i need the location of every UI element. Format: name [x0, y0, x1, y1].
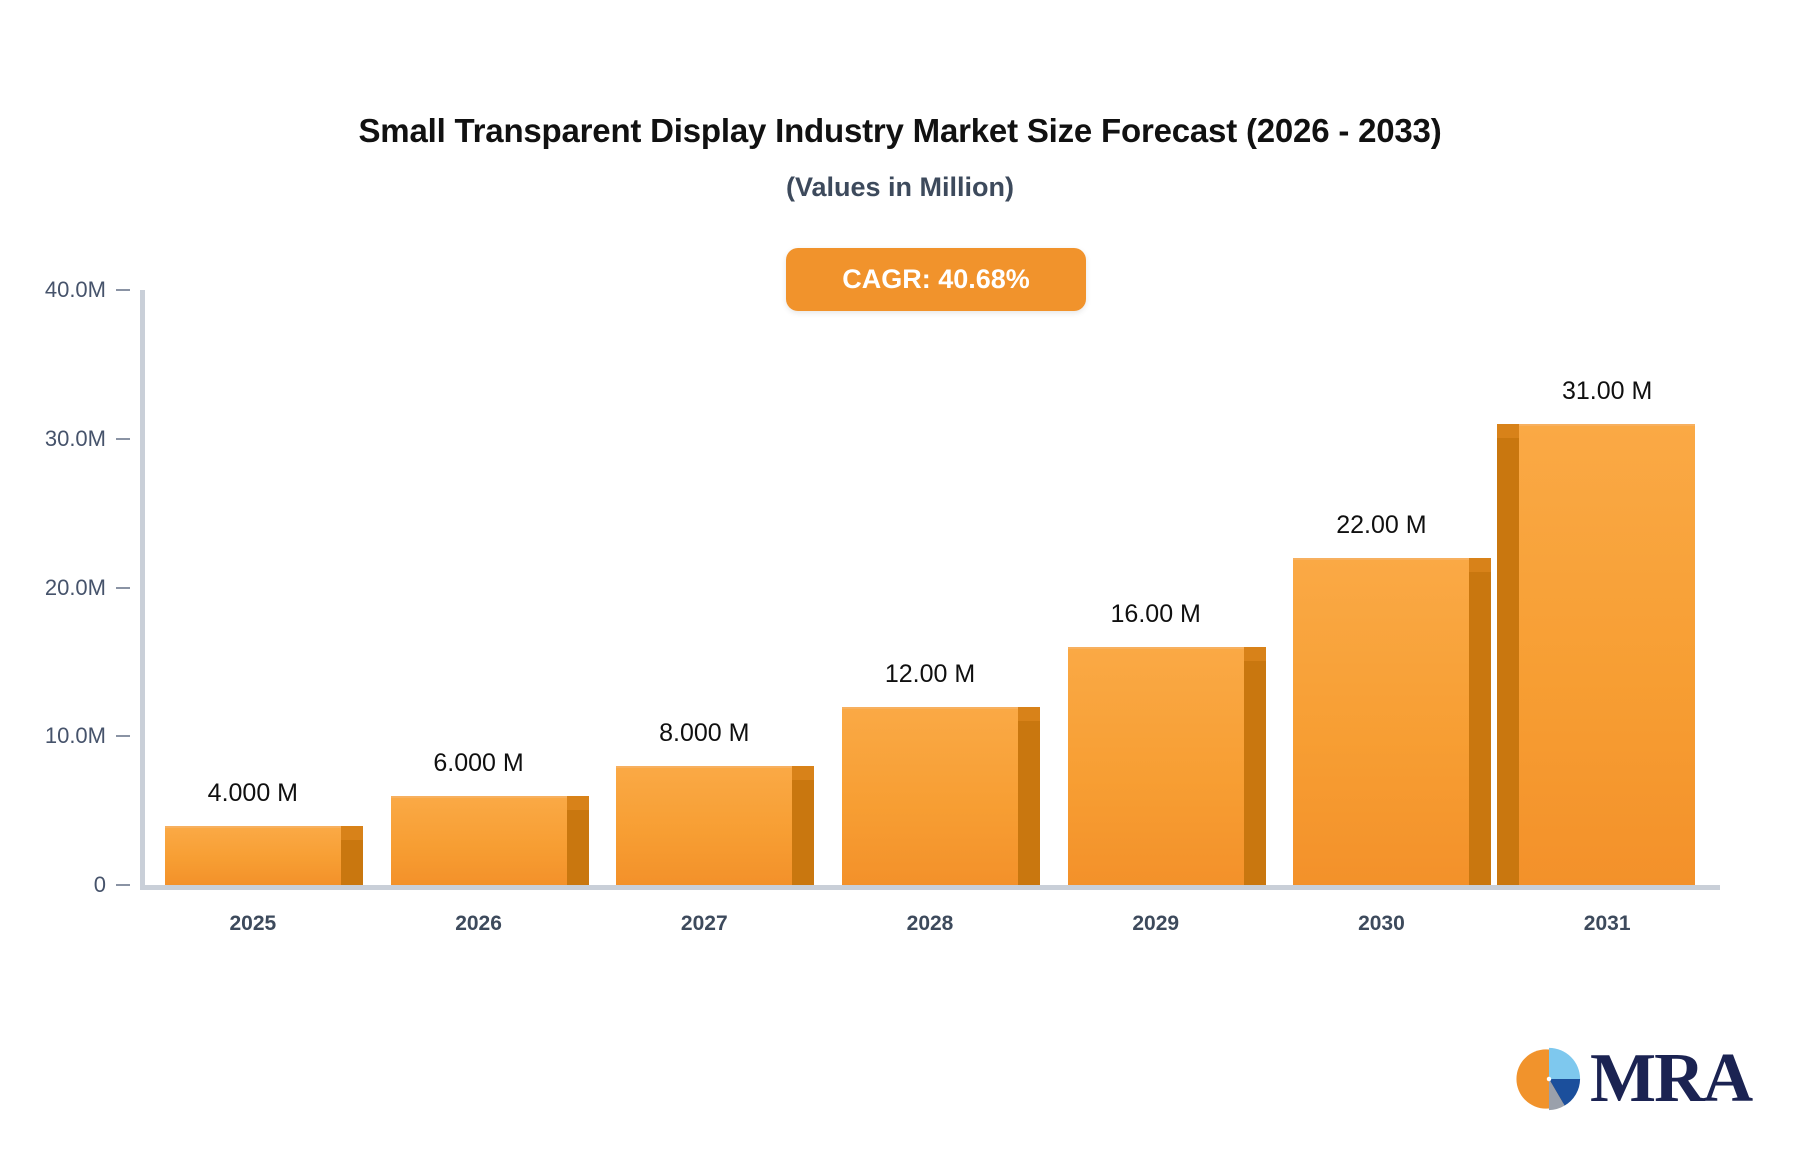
- bar-top-bevel: [340, 825, 363, 840]
- y-axis-line: [140, 290, 145, 890]
- bar-top-bevel: [566, 795, 589, 810]
- bar-value-label: 4.000 M: [207, 778, 299, 807]
- bar-face: [842, 706, 1018, 885]
- y-axis-tick-mark: [116, 437, 130, 440]
- bar-side-panel: [1469, 571, 1492, 885]
- bar-face: [1519, 423, 1696, 885]
- bar-side-panel: [1018, 720, 1040, 885]
- y-axis-tick: 40.0M: [0, 277, 130, 302]
- bar-top-bevel: [1497, 423, 1520, 438]
- x-axis-tick-label: 2030: [1358, 912, 1405, 935]
- bar: 22.00 M: [1293, 511, 1492, 885]
- y-axis-tick-label: 0: [93, 872, 106, 897]
- bar: 12.00 M: [842, 660, 1040, 885]
- y-axis-tick: 30.0M: [0, 425, 130, 451]
- cagr-badge-label: CAGR: 40.68%: [842, 264, 1030, 294]
- page-subtitle: (Values in Million): [785, 172, 1015, 202]
- pie-chart-icon: [1516, 1047, 1581, 1111]
- bar-value-label: 16.00 M: [1110, 600, 1201, 628]
- x-axis-line: [140, 885, 1720, 890]
- bar-top-bevel: [1469, 557, 1492, 572]
- page-title: Small Transparent Display Industry Marke…: [358, 112, 1442, 149]
- bar-side-panel: [1497, 437, 1520, 885]
- logo-text: MRA: [1590, 1040, 1753, 1117]
- bar-top-bevel: [1243, 647, 1266, 661]
- bar-side-panel: [1243, 661, 1266, 885]
- x-axis-tick-label: 2029: [1132, 912, 1180, 935]
- y-axis-tick-mark: [116, 586, 130, 589]
- bar-face: [1293, 557, 1470, 885]
- bar-face: [390, 795, 567, 885]
- bar-side-panel: [566, 809, 589, 885]
- y-axis-tick-label: 10.0M: [44, 723, 106, 749]
- bar-side-panel: [340, 839, 363, 885]
- y-axis-tick: 10.0M: [0, 723, 130, 749]
- y-axis-tick: 0: [0, 872, 130, 897]
- x-axis-tick-label: 2031: [1583, 912, 1631, 935]
- bar-face: [164, 825, 341, 885]
- bar: 8.000 M: [616, 719, 815, 885]
- x-axis-tick-label: 2027: [680, 912, 728, 935]
- x-axis-tick-label: 2026: [455, 912, 502, 935]
- y-axis-tick-mark: [116, 884, 130, 886]
- y-axis-tick-label: 40.0M: [44, 277, 106, 302]
- y-axis-tick-label: 20.0M: [44, 574, 106, 600]
- cagr-badge: CAGR: 40.68%: [786, 248, 1086, 311]
- y-axis-tick: 20.0M: [0, 574, 130, 600]
- brand-logo: MRA: [1512, 1040, 1753, 1117]
- bar-face: [616, 766, 793, 885]
- bar-value-label: 6.000 M: [433, 748, 524, 777]
- bar: 4.000 M: [164, 779, 363, 885]
- bar: 16.00 M: [1067, 600, 1266, 885]
- bar-value-label: 22.00 M: [1336, 510, 1427, 539]
- bar-value-label: 8.000 M: [659, 719, 750, 747]
- bar-side-panel: [792, 780, 815, 885]
- y-axis-tick-mark: [116, 735, 130, 738]
- plot-area: 4.000 M 6.000 M 8.000 M 12.00 M 16.00 M 22.00…: [140, 290, 1720, 885]
- bar-top-bevel: [1018, 706, 1040, 721]
- x-axis-tick-label: 2025: [229, 912, 277, 935]
- bar: 31.00 M: [1497, 377, 1696, 885]
- bar-face: [1067, 647, 1244, 885]
- y-axis-tick-label: 30.0M: [44, 425, 106, 451]
- bar-value-label: 12.00 M: [884, 659, 976, 688]
- bar-top-bevel: [792, 766, 815, 780]
- bar-value-label: 31.00 M: [1561, 376, 1653, 405]
- y-axis-tick-mark: [116, 289, 130, 291]
- bar: 6.000 M: [390, 749, 589, 885]
- x-axis-tick-label: 2028: [906, 912, 954, 935]
